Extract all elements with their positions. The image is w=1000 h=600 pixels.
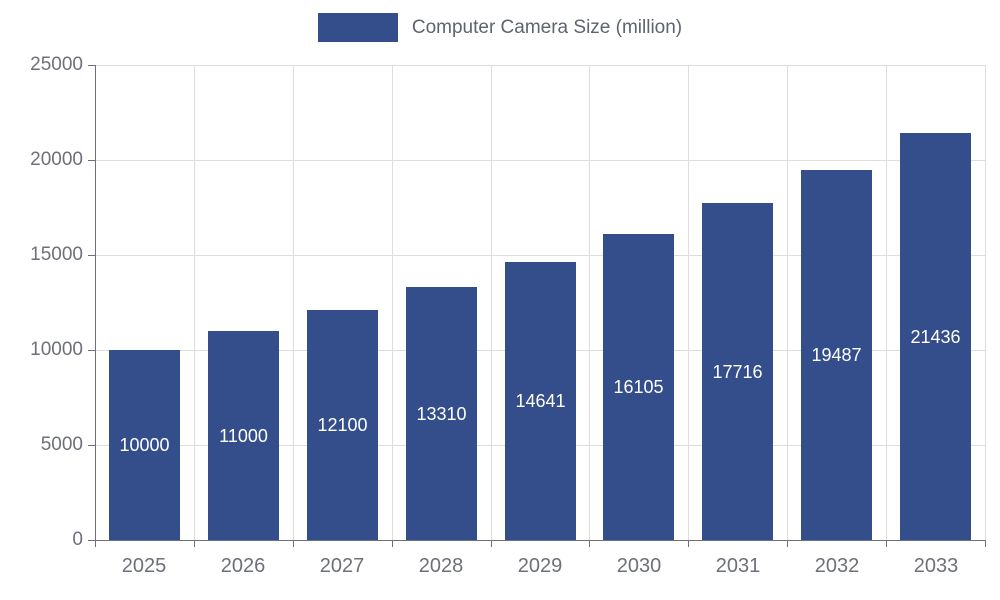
x-axis-tick-label: 2025	[121, 555, 167, 577]
bar-2032[interactable]	[801, 170, 872, 540]
x-axis-tick-label: 2032	[814, 555, 860, 577]
gridline-vertical	[787, 65, 788, 540]
bar-value-label: 13310	[416, 404, 467, 424]
bar-2030[interactable]	[603, 234, 674, 540]
x-axis-tick	[293, 540, 294, 547]
bar-value-label: 16105	[613, 377, 664, 397]
x-axis-tick-label: 2027	[319, 555, 365, 577]
x-axis-tick-label: 2031	[715, 555, 761, 577]
gridline-horizontal	[95, 160, 985, 161]
x-axis-tick	[985, 540, 986, 547]
bar-2031[interactable]	[702, 203, 773, 540]
y-axis-tick	[88, 65, 95, 66]
y-axis-line	[95, 65, 96, 541]
y-axis-tick-label: 0	[72, 529, 83, 550]
gridline-vertical	[491, 65, 492, 540]
x-axis-tick-label: 2033	[913, 555, 959, 577]
y-axis-tick-label: 20000	[30, 149, 83, 170]
bar-2027[interactable]	[307, 310, 378, 540]
y-axis-tick-label: 5000	[40, 434, 83, 455]
x-axis-tick	[95, 540, 96, 547]
x-axis-tick-label: 2026	[220, 555, 266, 577]
bar-2028[interactable]	[406, 287, 477, 540]
gridline-horizontal	[95, 65, 985, 66]
gridline-vertical	[392, 65, 393, 540]
gridline-vertical	[293, 65, 294, 540]
y-axis-tick-label: 25000	[30, 54, 83, 75]
bar-value-label: 17716	[712, 362, 763, 382]
y-axis-tick	[88, 160, 95, 161]
gridline-vertical	[886, 65, 887, 540]
x-axis-tick-label: 2029	[517, 555, 563, 577]
x-axis-tick	[491, 540, 492, 547]
y-axis-tick	[88, 255, 95, 256]
x-axis-tick	[589, 540, 590, 547]
bar-2029[interactable]	[505, 262, 576, 540]
y-axis-tick	[88, 350, 95, 351]
y-axis-tick-label: 15000	[30, 244, 83, 265]
x-axis-tick-label: 2030	[616, 555, 662, 577]
bar-value-label: 10000	[119, 435, 170, 455]
bar-value-label: 12100	[317, 415, 368, 435]
chart-legend[interactable]: Computer Camera Size (million)	[0, 13, 1000, 42]
gridline-vertical	[688, 65, 689, 540]
x-axis-tick	[886, 540, 887, 547]
y-axis-tick	[88, 445, 95, 446]
bar-value-label: 14641	[515, 391, 566, 411]
x-axis-tick	[194, 540, 195, 547]
gridline-vertical	[985, 65, 986, 540]
y-axis-tick	[88, 540, 95, 541]
bar-value-label: 19487	[811, 345, 862, 365]
bar-2025[interactable]	[109, 350, 180, 540]
bar-value-label: 21436	[910, 327, 961, 347]
bar-2026[interactable]	[208, 331, 279, 540]
x-axis-line	[95, 540, 985, 541]
gridline-vertical	[194, 65, 195, 540]
gridline-vertical	[589, 65, 590, 540]
x-axis-tick	[392, 540, 393, 547]
gridline-horizontal	[95, 255, 985, 256]
bar-2033[interactable]	[900, 133, 971, 540]
y-axis-tick-label: 10000	[30, 339, 83, 360]
bar-value-label: 11000	[219, 426, 268, 446]
legend-swatch	[317, 13, 398, 42]
x-axis-tick	[787, 540, 788, 547]
legend-label: Computer Camera Size (million)	[411, 16, 683, 38]
x-axis-tick-label: 2028	[418, 555, 464, 577]
x-axis-tick	[688, 540, 689, 547]
